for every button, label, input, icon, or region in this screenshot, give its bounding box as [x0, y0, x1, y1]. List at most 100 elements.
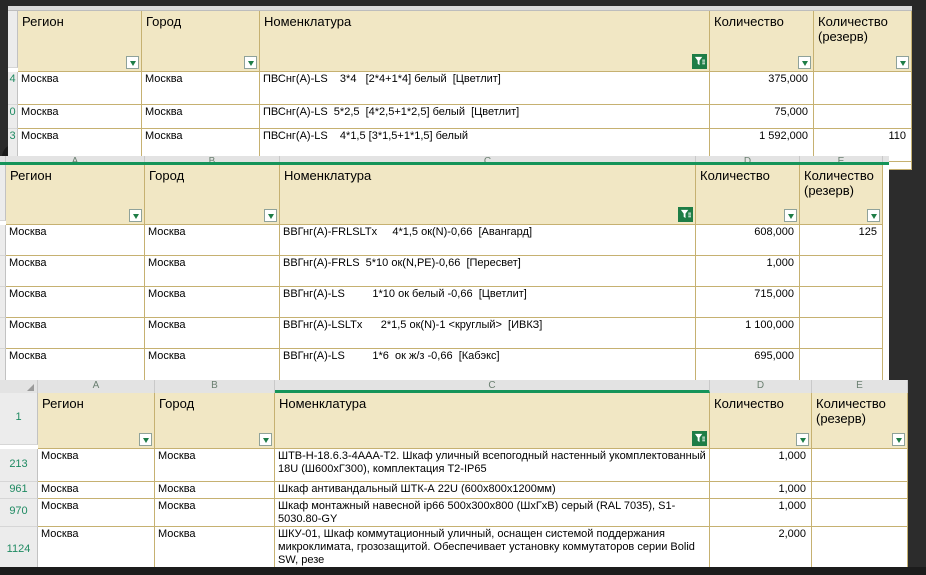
cell-nomenclature[interactable]: ВВГнг(А)-LS 1*6 ок ж/з -0,66 [Кабэкс] [280, 349, 696, 381]
cell-qty[interactable]: 1,000 [710, 499, 812, 527]
column-letter[interactable]: E [812, 380, 908, 393]
row-number[interactable] [0, 318, 6, 349]
header-region[interactable]: Регион [38, 393, 155, 449]
cell-qty-reserve[interactable] [812, 499, 908, 527]
cell-qty[interactable]: 1,000 [710, 449, 812, 482]
filter-dropdown-icon[interactable] [798, 56, 811, 69]
row-number[interactable]: 1 [0, 393, 38, 445]
cell-qty-reserve[interactable] [800, 318, 883, 349]
row-header-cell[interactable] [8, 11, 18, 68]
filter-dropdown-icon[interactable] [784, 209, 797, 222]
filter-dropdown-icon[interactable] [867, 209, 880, 222]
column-letter[interactable]: Е [800, 156, 883, 162]
header-region[interactable]: Регион [6, 165, 145, 225]
filter-dropdown-icon[interactable] [892, 433, 905, 446]
header-qty[interactable]: Количество [710, 11, 814, 72]
cell-qty[interactable]: 1,000 [710, 482, 812, 499]
cell-qty[interactable]: 608,000 [696, 225, 800, 256]
header-region[interactable]: Регион [18, 11, 142, 72]
cell-nomenclature[interactable]: ВВГнг(А)-FRLS 5*10 ок(N,PE)-0,66 [Пересв… [280, 256, 696, 287]
header-city[interactable]: Город [155, 393, 275, 449]
cell-nomenclature[interactable]: Шкаф монтажный навесной ip66 500х300х800… [275, 499, 710, 527]
column-letter[interactable]: A [38, 380, 155, 393]
filter-funnel-icon[interactable] [678, 207, 693, 222]
header-qty-reserve[interactable]: Количество (резерв) [814, 11, 912, 72]
header-qty-reserve[interactable]: Количество (резерв) [812, 393, 908, 449]
header-qty[interactable]: Количество [696, 165, 800, 225]
cell-city[interactable]: Москва [145, 256, 280, 287]
cell-region[interactable]: Москва [6, 349, 145, 381]
cell-region[interactable]: Москва [18, 72, 142, 105]
row-number[interactable]: 4 [8, 72, 18, 105]
cell-region[interactable]: Москва [38, 499, 155, 527]
cell-qty-reserve[interactable] [812, 482, 908, 499]
cell-qty-reserve[interactable]: 125 [800, 225, 883, 256]
cell-city[interactable]: Москва [155, 482, 275, 499]
cell-region[interactable]: Москва [6, 287, 145, 318]
filter-dropdown-icon[interactable] [896, 56, 909, 69]
row-number[interactable] [0, 256, 6, 287]
header-nomenclature[interactable]: Номенклатура [280, 165, 696, 225]
cell-region[interactable]: Москва [6, 318, 145, 349]
filter-dropdown-icon[interactable] [126, 56, 139, 69]
filter-funnel-icon[interactable] [692, 431, 707, 446]
cell-nomenclature[interactable]: ПВСнг(А)-LS 5*2,5 [4*2,5+1*2,5] белый [Ц… [260, 105, 710, 129]
cell-city[interactable]: Москва [142, 105, 260, 129]
cell-qty[interactable]: 375,000 [710, 72, 814, 105]
row-number[interactable] [0, 287, 6, 318]
cell-city[interactable]: Москва [145, 287, 280, 318]
cell-qty[interactable]: 75,000 [710, 105, 814, 129]
column-letter[interactable]: D [710, 380, 812, 393]
cell-qty-reserve[interactable] [814, 105, 912, 129]
cell-nomenclature[interactable]: Шкаф антивандальный ШТК-А 22U (600х800х1… [275, 482, 710, 499]
row-number[interactable]: 213 [0, 449, 38, 482]
cell-nomenclature[interactable]: ВВГнг(А)-FRLSLTx 4*1,5 ок(N)-0,66 [Аванг… [280, 225, 696, 256]
cell-qty[interactable]: 2,000 [710, 527, 812, 574]
filter-dropdown-icon[interactable] [796, 433, 809, 446]
cell-city[interactable]: Москва [145, 318, 280, 349]
cell-qty[interactable]: 695,000 [696, 349, 800, 381]
cell-qty-reserve[interactable] [800, 287, 883, 318]
column-letter[interactable]: В [145, 156, 280, 162]
corner-cell[interactable] [0, 156, 6, 162]
row-number[interactable]: 970 [0, 499, 38, 527]
cell-region[interactable]: Москва [6, 225, 145, 256]
cell-nomenclature[interactable]: ПВСнг(А)-LS 3*4 [2*4+1*4] белый [Цветлит… [260, 72, 710, 105]
row-number[interactable]: 961 [0, 482, 38, 499]
cell-qty-reserve[interactable] [812, 449, 908, 482]
column-letter[interactable]: С [280, 156, 696, 162]
column-letter-selected[interactable]: C [275, 380, 710, 393]
cell-region[interactable]: Москва [6, 256, 145, 287]
column-letter[interactable]: А [6, 156, 145, 162]
select-all-corner[interactable] [0, 380, 38, 393]
filter-dropdown-icon[interactable] [139, 433, 152, 446]
cell-nomenclature[interactable]: ШКУ-01, Шкаф коммутационный уличный, осн… [275, 527, 710, 574]
cell-city[interactable]: Москва [155, 449, 275, 482]
cell-qty-reserve[interactable] [800, 349, 883, 381]
cell-region[interactable]: Москва [38, 449, 155, 482]
cell-region[interactable]: Москва [18, 105, 142, 129]
filter-dropdown-icon[interactable] [264, 209, 277, 222]
cell-region[interactable]: Москва [38, 527, 155, 574]
row-number[interactable]: 0 [8, 105, 18, 129]
cell-city[interactable]: Москва [145, 225, 280, 256]
column-letter[interactable]: B [155, 380, 275, 393]
row-header-cell[interactable] [0, 165, 6, 221]
cell-nomenclature[interactable]: ВВГнг(А)-LS 1*10 ок белый -0,66 [Цветлит… [280, 287, 696, 318]
cell-qty[interactable]: 1 100,000 [696, 318, 800, 349]
cell-city[interactable]: Москва [145, 349, 280, 381]
cell-qty[interactable]: 1,000 [696, 256, 800, 287]
cell-city[interactable]: Москва [155, 527, 275, 574]
column-letter[interactable]: D [696, 156, 800, 162]
filter-funnel-icon[interactable] [692, 54, 707, 69]
header-qty[interactable]: Количество [710, 393, 812, 449]
filter-dropdown-icon[interactable] [259, 433, 272, 446]
header-nomenclature[interactable]: Номенклатура [260, 11, 710, 72]
cell-city[interactable]: Москва [155, 499, 275, 527]
header-city[interactable]: Город [142, 11, 260, 72]
header-nomenclature[interactable]: Номенклатура [275, 393, 710, 449]
filter-dropdown-icon[interactable] [244, 56, 257, 69]
filter-dropdown-icon[interactable] [129, 209, 142, 222]
cell-nomenclature[interactable]: ШТВ-Н-18.6.3-4ААА-Т2. Шкаф уличный всепо… [275, 449, 710, 482]
cell-region[interactable]: Москва [38, 482, 155, 499]
